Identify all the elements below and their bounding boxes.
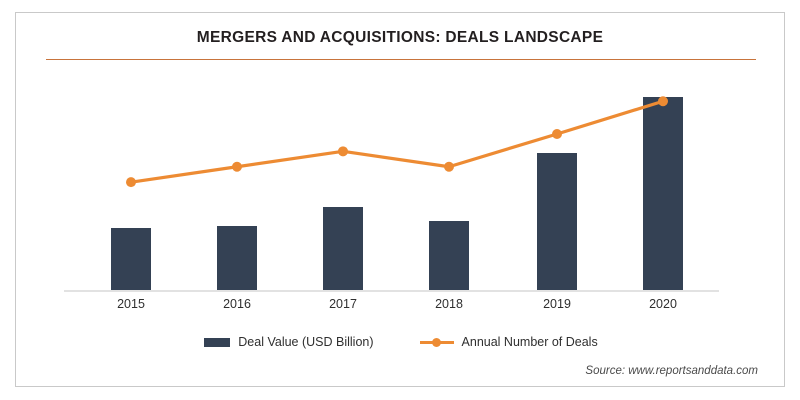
x-tick-2016: 2016: [223, 297, 251, 311]
bar-2018: [429, 220, 469, 290]
chart-title: MERGERS AND ACQUISITIONS: DEALS LANDSCAP…: [196, 29, 604, 46]
chart-legend: Deal Value (USD Billion) Annual Number o…: [16, 335, 786, 349]
x-tick-2018: 2018: [435, 297, 463, 311]
bar-2017: [323, 207, 363, 290]
source-attribution: Source: www.reportsanddata.com: [585, 365, 758, 377]
line-marker-2017: [338, 146, 348, 157]
line-path: [129, 99, 665, 184]
plot-area: 2015 2016 2017 2018 2019 2020: [16, 13, 786, 388]
title-divider: [46, 59, 756, 60]
legend-item-annual-deals[interactable]: Annual Number of Deals: [419, 335, 598, 349]
legend-label-annual-deals: Annual Number of Deals: [461, 335, 598, 349]
line-markers: [126, 96, 668, 188]
legend-item-deal-value[interactable]: Deal Value (USD Billion): [204, 335, 374, 349]
x-tick-2020: 2020: [649, 297, 677, 311]
x-axis-line: [64, 290, 719, 292]
bar-2016: [217, 226, 257, 290]
line-marker-2019: [552, 129, 562, 139]
x-tick-2017: 2017: [329, 297, 357, 311]
chart-figure: MERGERS AND ACQUISITIONS: DEALS LANDSCAP…: [15, 12, 785, 387]
x-tick-2015: 2015: [117, 297, 145, 311]
line-marker-2015: [126, 177, 136, 188]
line-marker-2018: [444, 161, 454, 172]
legend-swatch-bar-icon: [204, 337, 231, 347]
bar-2019: [537, 153, 577, 290]
line-marker-2016: [232, 161, 242, 172]
legend-label-deal-value: Deal Value (USD Billion): [238, 335, 374, 349]
x-tick-2019: 2019: [543, 297, 571, 311]
legend-swatch-line-icon: [419, 337, 454, 347]
bar-2020: [643, 97, 683, 290]
bar-2015: [111, 228, 151, 290]
